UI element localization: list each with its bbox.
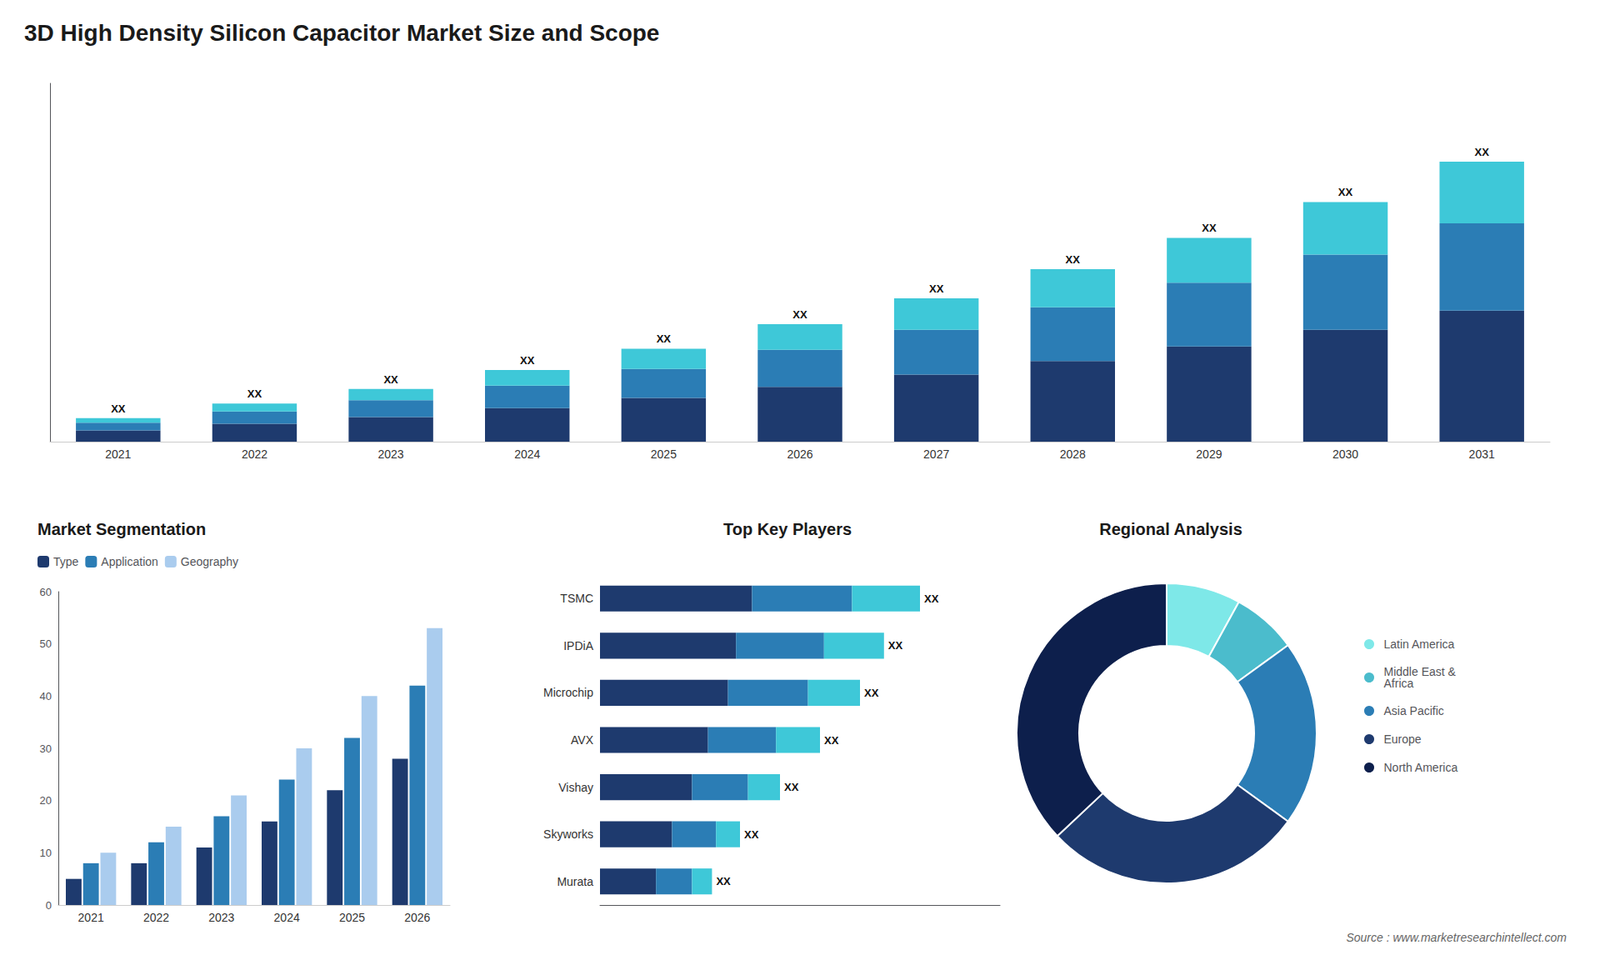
svg-text:Europe: Europe (1384, 732, 1422, 746)
svg-text:Skyworks: Skyworks (543, 827, 594, 841)
svg-text:2025: 2025 (650, 447, 677, 461)
svg-text:XX: XX (247, 387, 263, 400)
svg-text:TSMC: TSMC (560, 591, 594, 605)
svg-text:2030: 2030 (1332, 447, 1359, 461)
svg-text:Top Key Players: Top Key Players (723, 520, 852, 539)
svg-text:2028: 2028 (1060, 447, 1086, 461)
svg-text:50: 50 (40, 637, 52, 650)
svg-text:40: 40 (40, 690, 52, 703)
svg-text:60: 60 (40, 585, 52, 599)
svg-text:2021: 2021 (105, 447, 131, 461)
svg-text:2029: 2029 (1195, 447, 1222, 461)
svg-text:XX: XX (1475, 145, 1490, 159)
svg-text:0: 0 (45, 899, 52, 912)
svg-text:Market Segmentation: Market Segmentation (37, 520, 206, 539)
svg-text:2027: 2027 (923, 447, 950, 461)
svg-text:2021: 2021 (78, 910, 105, 925)
svg-text:2023: 2023 (378, 447, 405, 461)
svg-text:Africa: Africa (1384, 676, 1415, 690)
svg-text:Latin America: Latin America (1384, 637, 1455, 651)
svg-text:2024: 2024 (514, 447, 540, 461)
svg-text:2024: 2024 (274, 910, 300, 925)
svg-text:XX: XX (715, 875, 731, 888)
svg-text:IPDiA: IPDiA (563, 639, 594, 653)
svg-text:Asia Pacific: Asia Pacific (1384, 704, 1445, 718)
svg-text:Application: Application (100, 555, 158, 569)
svg-text:XX: XX (824, 734, 840, 747)
svg-text:XX: XX (1201, 221, 1217, 235)
svg-text:North America: North America (1384, 760, 1459, 775)
svg-text:AVX: AVX (570, 733, 595, 747)
svg-text:XX: XX (110, 402, 126, 415)
svg-text:XX: XX (784, 780, 800, 794)
svg-text:XX: XX (888, 639, 904, 652)
svg-text:XX: XX (520, 354, 535, 367)
svg-text:Middle East &: Middle East & (1383, 665, 1456, 679)
svg-text:Murata: Murata (556, 875, 594, 889)
svg-text:3D High Density Silicon Capaci: 3D High Density Silicon Capacitor Market… (24, 20, 660, 46)
svg-text:XX: XX (1065, 253, 1081, 266)
svg-text:XX: XX (744, 828, 760, 841)
svg-text:Type: Type (53, 555, 80, 569)
svg-text:2022: 2022 (241, 447, 268, 461)
svg-text:2026: 2026 (786, 447, 813, 461)
svg-text:20: 20 (40, 794, 52, 807)
svg-text:XX: XX (864, 686, 880, 700)
svg-text:2022: 2022 (143, 910, 170, 925)
svg-text:XX: XX (1338, 185, 1354, 199)
svg-text:XX: XX (929, 282, 945, 295)
svg-text:XX: XX (792, 308, 808, 321)
svg-text:2026: 2026 (404, 910, 430, 925)
svg-text:Source : www.marketresearchint: Source : www.marketresearchintellect.com (1345, 930, 1567, 945)
svg-text:2031: 2031 (1469, 447, 1495, 461)
svg-text:30: 30 (40, 742, 52, 755)
svg-text:XX: XX (383, 373, 399, 386)
svg-text:Microchip: Microchip (543, 685, 594, 700)
svg-text:XX: XX (656, 332, 672, 345)
svg-text:Vishay: Vishay (558, 780, 594, 795)
svg-text:Geography: Geography (180, 555, 239, 569)
svg-text:Regional Analysis: Regional Analysis (1099, 520, 1243, 539)
svg-text:10: 10 (40, 846, 52, 860)
svg-text:2023: 2023 (208, 910, 235, 925)
svg-text:2025: 2025 (339, 910, 365, 925)
svg-text:XX: XX (924, 592, 940, 605)
